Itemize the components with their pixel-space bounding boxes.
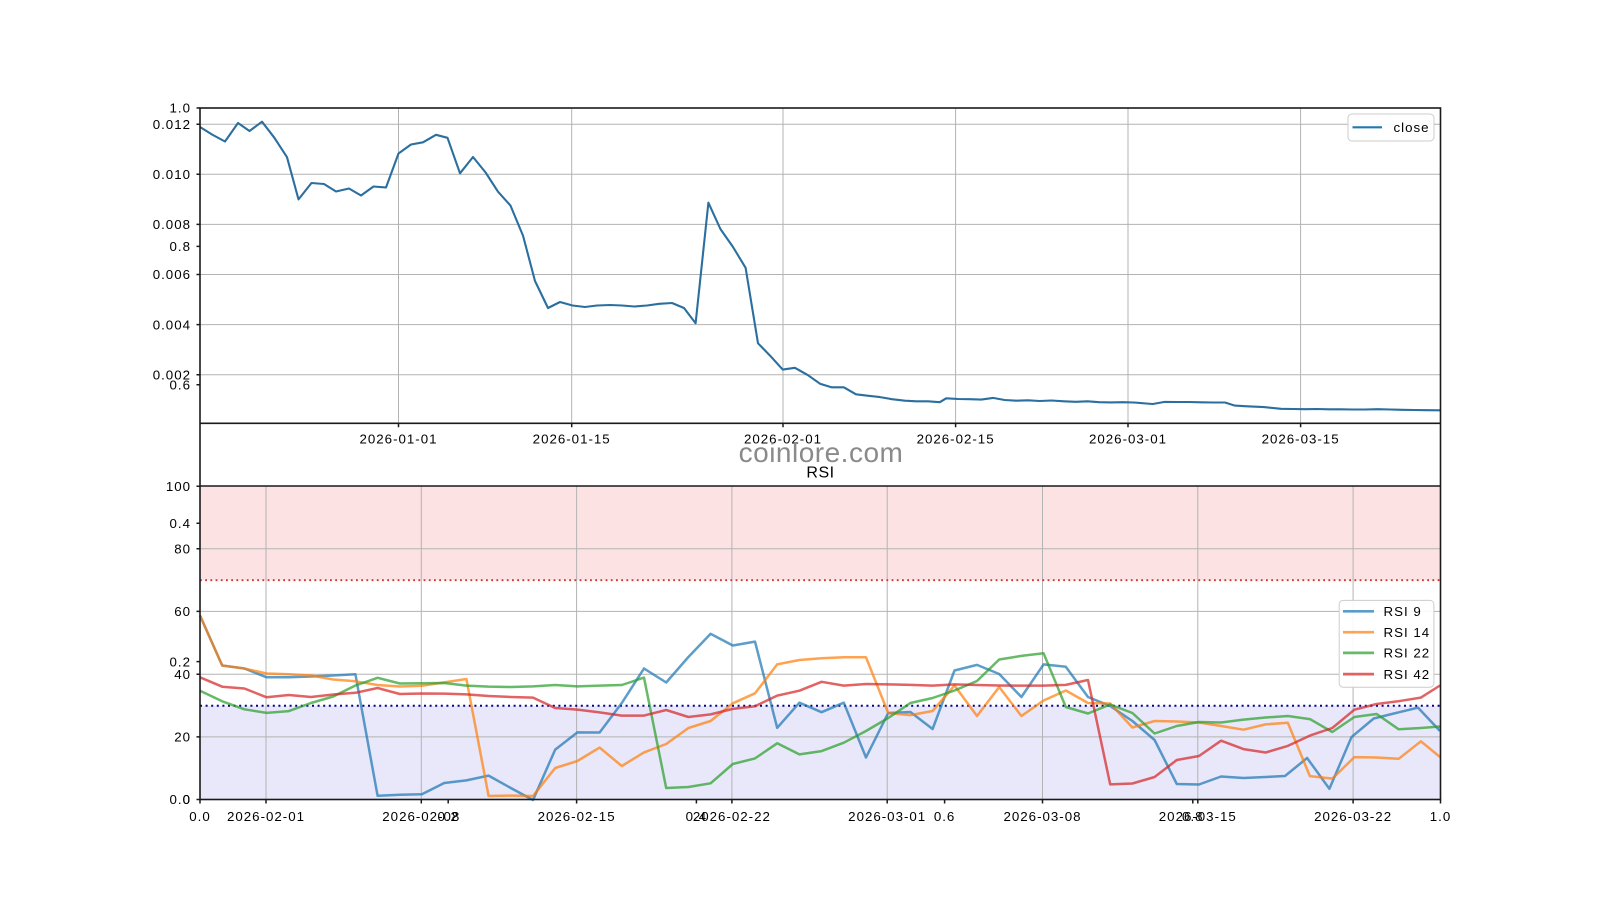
svg-text:2026-02-01: 2026-02-01 [744,432,822,447]
svg-text:2026-03-01: 2026-03-01 [1089,432,1167,447]
svg-text:2026-02-01: 2026-02-01 [227,809,305,824]
svg-text:0.010: 0.010 [153,167,191,182]
svg-text:40: 40 [174,667,191,682]
svg-text:0.004: 0.004 [153,317,191,332]
svg-text:close: close [1394,120,1430,135]
svg-text:2026-03-15: 2026-03-15 [1262,432,1340,447]
svg-text:0: 0 [183,792,191,807]
svg-text:0.4: 0.4 [686,809,708,824]
svg-text:0.2: 0.2 [170,654,192,669]
svg-text:coinlore.com: coinlore.com [739,437,904,468]
svg-text:2026-02-08: 2026-02-08 [382,809,460,824]
svg-text:60: 60 [174,604,191,619]
svg-text:0.2: 0.2 [437,809,459,824]
svg-text:2026-02-15: 2026-02-15 [917,432,995,447]
svg-text:2026-03-22: 2026-03-22 [1314,809,1392,824]
svg-text:0.012: 0.012 [153,117,191,132]
svg-text:2026-03-08: 2026-03-08 [1003,809,1081,824]
svg-text:0.008: 0.008 [153,217,191,232]
svg-text:RSI 22: RSI 22 [1384,646,1431,661]
svg-text:0.0: 0.0 [170,792,192,807]
svg-text:0.002: 0.002 [153,367,191,382]
svg-text:RSI 9: RSI 9 [1384,604,1422,619]
svg-text:20: 20 [174,730,191,745]
svg-text:0.0: 0.0 [189,809,211,824]
svg-text:100: 100 [166,479,191,494]
svg-text:2026-02-15: 2026-02-15 [538,809,616,824]
svg-text:1.0: 1.0 [170,101,192,116]
svg-text:2026-01-01: 2026-01-01 [359,432,437,447]
svg-text:0.8: 0.8 [1182,809,1204,824]
svg-text:RSI 42: RSI 42 [1384,667,1431,682]
svg-text:2026-03-01: 2026-03-01 [848,809,926,824]
svg-text:RSI: RSI [806,465,834,482]
svg-text:0.8: 0.8 [170,239,192,254]
svg-text:2026-03-15: 2026-03-15 [1159,809,1237,824]
svg-text:1.0: 1.0 [1430,809,1452,824]
svg-text:RSI 14: RSI 14 [1384,625,1431,640]
svg-text:0.006: 0.006 [153,267,191,282]
svg-text:80: 80 [174,541,191,556]
svg-text:0.6: 0.6 [170,378,192,393]
svg-text:0.6: 0.6 [934,809,956,824]
svg-text:2026-01-15: 2026-01-15 [533,432,611,447]
svg-text:2026-02-22: 2026-02-22 [693,809,771,824]
svg-text:0.4: 0.4 [170,516,192,531]
